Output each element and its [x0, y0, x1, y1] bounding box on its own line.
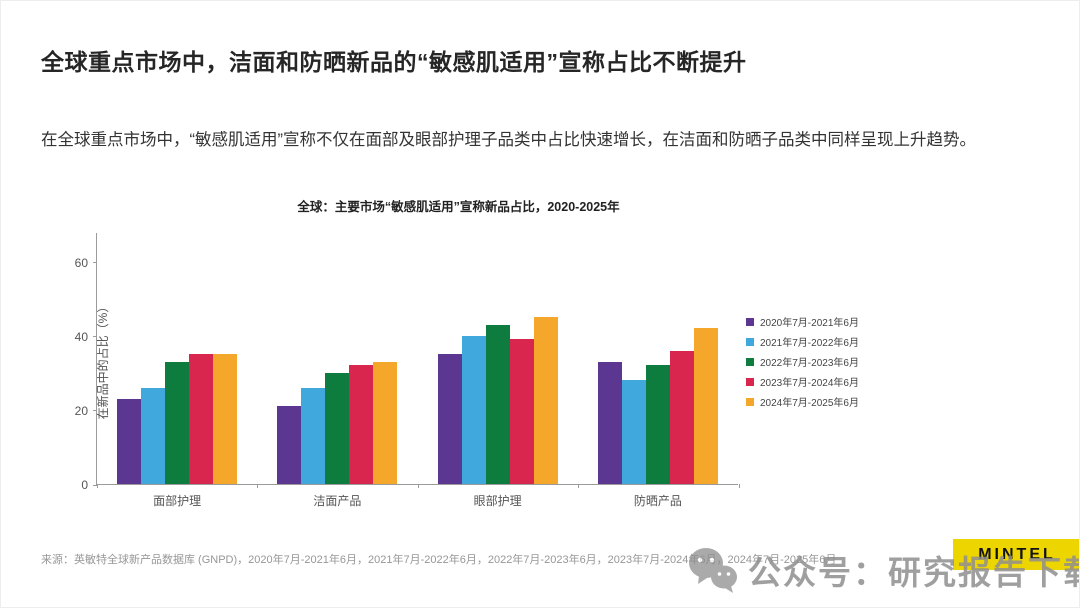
category-label: 防晒产品	[633, 494, 682, 508]
y-tick-mark	[93, 484, 97, 486]
legend-label: 2024年7月-2025年6月	[760, 398, 859, 409]
bar	[301, 387, 326, 484]
legend-swatch	[746, 317, 754, 326]
bar	[669, 350, 694, 484]
x-tick-mark	[738, 484, 740, 488]
legend-label: 2020年7月-2021年6月	[760, 318, 859, 329]
category-label: 面部护理	[153, 494, 202, 508]
x-axis-category-labels: 面部护理 洁面产品 眼部护理 防晒产品	[97, 484, 738, 509]
x-tick-mark	[257, 484, 258, 488]
bar	[141, 387, 166, 484]
legend-swatch	[746, 377, 754, 386]
bar	[117, 398, 142, 484]
category-label: 洁面产品	[313, 494, 362, 508]
legend-item: 2023年7月-2024年6月	[746, 375, 859, 389]
bar-group-1	[97, 233, 257, 484]
y-tick-label: 60	[74, 255, 88, 270]
y-tick-label: 0	[81, 478, 88, 492]
x-tick-mark	[578, 484, 579, 488]
bar	[325, 372, 350, 484]
bar	[349, 365, 374, 484]
bar	[509, 339, 534, 484]
legend-label: 2021年7月-2022年6月	[760, 338, 859, 349]
page-title: 全球重点市场中，洁面和防晒新品的“敏感肌适用”宣称占比不断提升	[41, 49, 747, 75]
legend-swatch	[746, 357, 754, 366]
chart-title: 全球：主要市场“敏感肌适用”宣称新品占比，2020-2025年	[297, 200, 620, 214]
bar	[485, 324, 510, 484]
bar-group-3	[418, 233, 578, 484]
legend-label: 2022年7月-2023年6月	[760, 358, 859, 369]
legend-item: 2024年7月-2025年6月	[746, 395, 859, 409]
plot-area: 面部护理 洁面产品 眼部护理 防晒产品 0 20 40 60	[75, 233, 740, 508]
legend-item: 2020年7月-2021年6月	[746, 315, 859, 329]
legend-item: 2022年7月-2023年6月	[746, 355, 859, 369]
bar	[189, 354, 214, 484]
y-tick-mark	[93, 336, 97, 338]
category-label: 眼部护理	[473, 494, 522, 508]
bar	[597, 361, 622, 484]
bar	[437, 354, 462, 484]
y-tick-label: 40	[74, 329, 88, 344]
y-tick-mark	[93, 262, 97, 264]
bar-group-2	[257, 233, 417, 484]
bar	[645, 365, 670, 484]
source-note: 来源：英敏特全球新产品数据库 (GNPD)，2020年7月-2021年6月，20…	[41, 554, 837, 566]
y-tick-label: 20	[74, 403, 88, 418]
x-tick-mark	[96, 484, 98, 488]
bar	[693, 328, 718, 484]
bar-groups	[97, 233, 738, 484]
legend-label: 2023年7月-2024年6月	[760, 378, 859, 389]
bar	[277, 406, 302, 484]
legend-item: 2021年7月-2022年6月	[746, 335, 859, 349]
bar	[461, 335, 486, 484]
bar	[533, 317, 558, 484]
chart-legend: 2020年7月-2021年6月 2021年7月-2022年6月 2022年7月-20…	[746, 315, 859, 409]
bar	[213, 354, 238, 484]
mintel-logo-text: MINTEL	[978, 545, 1056, 563]
y-tick-mark	[93, 410, 97, 412]
bar-group-4	[578, 233, 738, 484]
bar	[165, 361, 190, 484]
legend-swatch	[746, 397, 754, 406]
mintel-logo: MINTEL	[953, 539, 1079, 570]
body-text: 在全球重点市场中，“敏感肌适用”宣称不仅在面部及眼部护理子品类中占比快速增长，在…	[41, 131, 976, 149]
bar	[621, 380, 646, 484]
legend-swatch	[746, 337, 754, 346]
bar	[373, 361, 398, 484]
x-tick-mark	[417, 484, 419, 488]
